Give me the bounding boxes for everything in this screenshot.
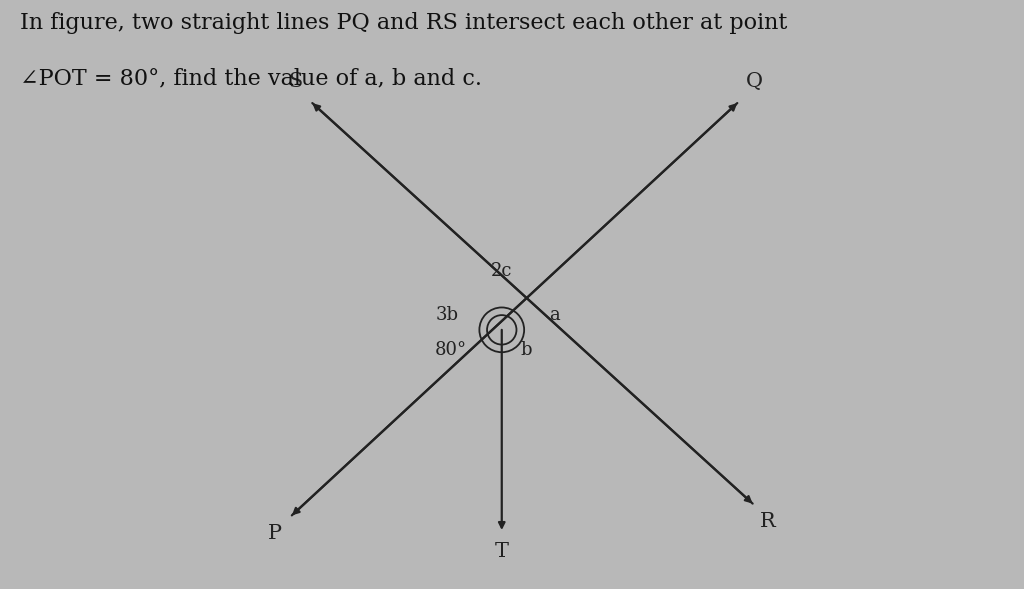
Text: T: T [495,542,509,561]
Text: 3b: 3b [436,306,459,324]
Text: ∠POT = 80°, find the value of a, b and c.: ∠POT = 80°, find the value of a, b and c… [20,68,482,90]
Text: In figure, two straight lines PQ and RS intersect each other at point: In figure, two straight lines PQ and RS … [20,12,787,34]
Text: R: R [760,512,775,531]
Text: P: P [267,524,282,543]
Text: S: S [288,72,302,91]
Text: a: a [549,306,559,324]
Text: 2c: 2c [492,262,512,280]
Text: 80°: 80° [435,342,467,359]
Text: b: b [520,342,531,359]
Text: Q: Q [745,72,763,91]
